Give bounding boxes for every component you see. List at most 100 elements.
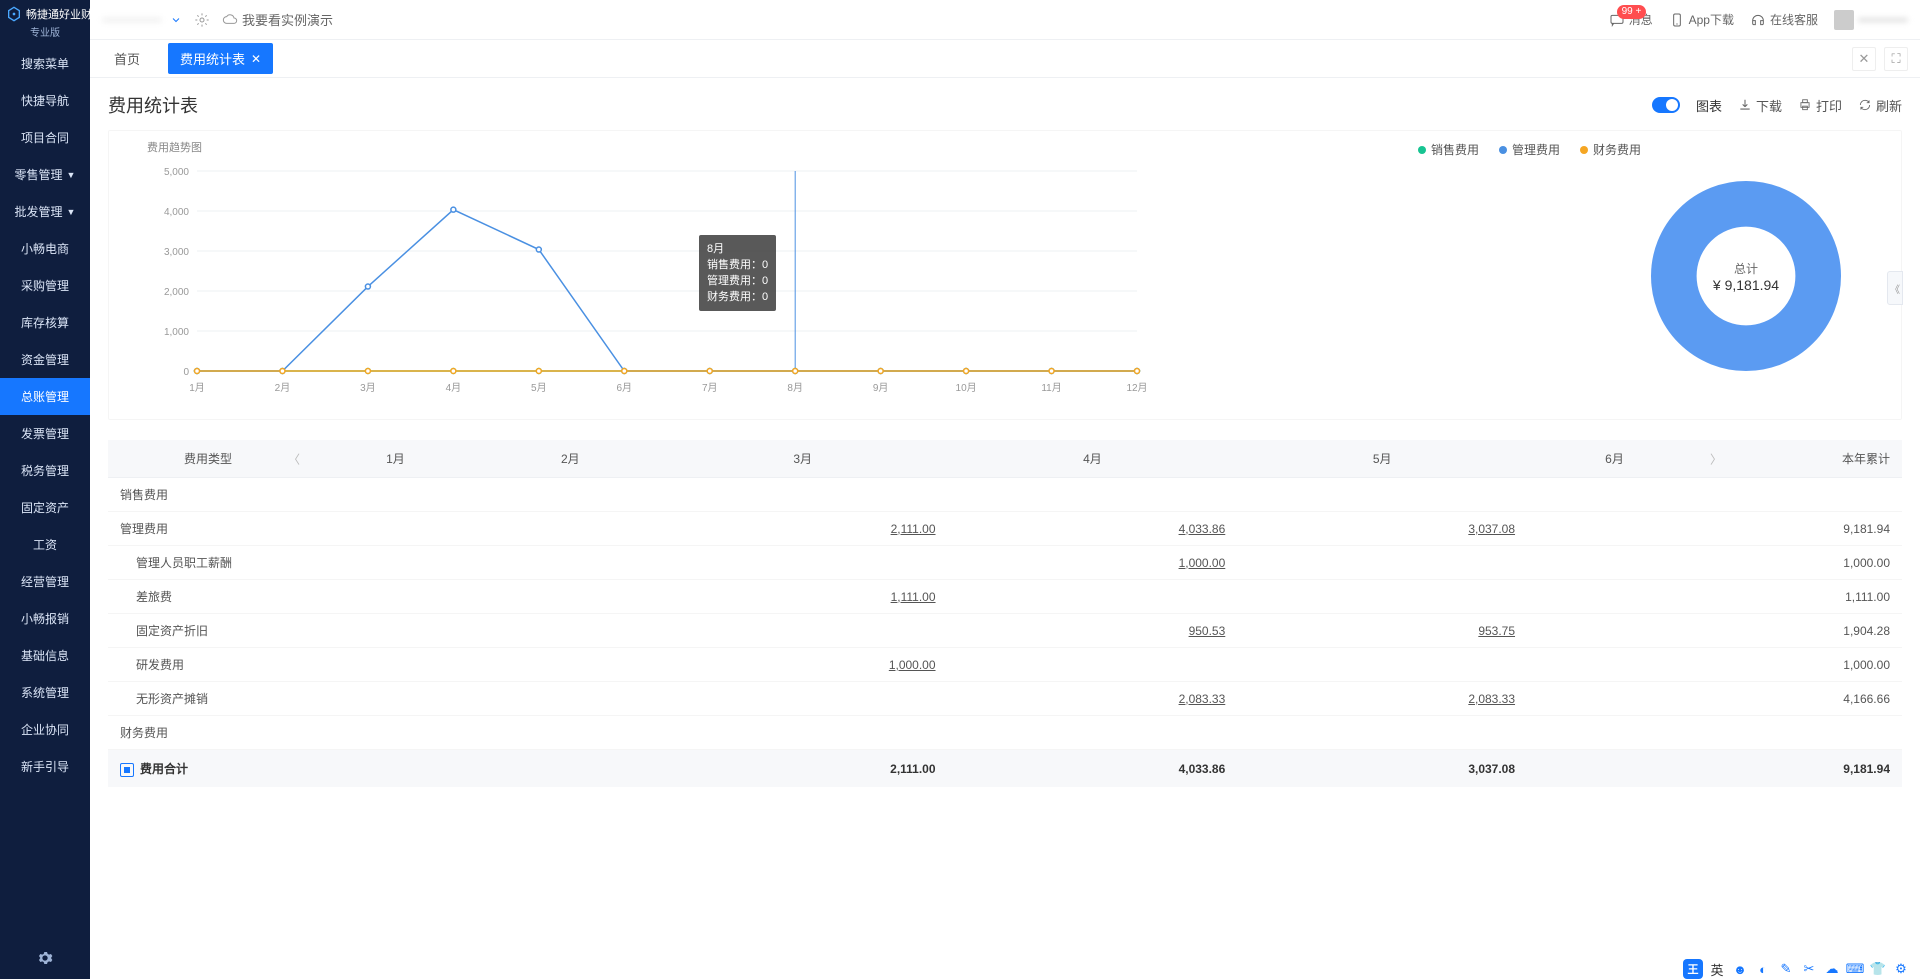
sidebar-item-库存核算[interactable]: 库存核算 (0, 304, 90, 341)
refresh-label: 刷新 (1876, 96, 1902, 115)
footer-cell (1527, 750, 1702, 788)
sidebar-item-搜索菜单[interactable]: 搜索菜单 (0, 45, 90, 82)
refresh-icon (1858, 98, 1872, 112)
sidebar-item-基础信息[interactable]: 基础信息 (0, 637, 90, 674)
cell[interactable]: 4,033.86 (948, 512, 1238, 546)
donut-chart: 总计 ¥ 9,181.94 (1651, 181, 1841, 371)
cell[interactable]: 1,111.00 (658, 580, 948, 614)
tray-cloud-icon[interactable]: ☁ (1823, 960, 1841, 978)
sidebar-item-经营管理[interactable]: 经营管理 (0, 563, 90, 600)
sidebar-item-资金管理[interactable]: 资金管理 (0, 341, 90, 378)
sidebar: 畅捷通好业财 专业版 搜索菜单快捷导航项目合同零售管理▼批发管理▼小畅电商采购管… (0, 0, 90, 979)
table-row: 财务费用 (108, 716, 1902, 750)
user-menu[interactable] (1834, 10, 1908, 30)
row-label: 差旅费 (108, 580, 308, 614)
gear-icon[interactable] (194, 12, 210, 28)
legend-item[interactable]: 财务费用 (1580, 141, 1641, 158)
ime-icon[interactable]: 王 (1683, 959, 1703, 979)
settings-button[interactable] (0, 940, 90, 979)
tray-scissors-icon[interactable]: ✂ (1800, 960, 1818, 978)
messages-button[interactable]: 99 + 消息 (1609, 11, 1653, 28)
tray-edit-icon[interactable]: ✎ (1777, 960, 1795, 978)
sidebar-item-小畅电商[interactable]: 小畅电商 (0, 230, 90, 267)
ime-lang-icon[interactable]: 英 (1708, 960, 1726, 978)
cell (658, 546, 948, 580)
cell (308, 614, 483, 648)
print-label: 打印 (1816, 96, 1842, 115)
tab-费用统计表[interactable]: 费用统计表✕ (168, 43, 273, 74)
scroll-left-button[interactable]: 〈 (288, 450, 300, 467)
donut-total-value: ¥ 9,181.94 (1713, 277, 1779, 293)
sidebar-item-发票管理[interactable]: 发票管理 (0, 415, 90, 452)
print-icon (1798, 98, 1812, 112)
app-download-button[interactable]: App下载 (1669, 11, 1734, 28)
cell[interactable]: 2,083.33 (948, 682, 1238, 716)
scroll-right-button[interactable]: 〉 (1710, 450, 1722, 467)
online-service-button[interactable]: 在线客服 (1750, 11, 1818, 28)
sidebar-item-小畅报销[interactable]: 小畅报销 (0, 600, 90, 637)
svg-text:2月: 2月 (275, 382, 291, 394)
cell[interactable]: 1,000.00 (658, 648, 948, 682)
cell (308, 478, 483, 512)
sidebar-item-批发管理[interactable]: 批发管理▼ (0, 193, 90, 230)
donut-total-label: 总计 (1713, 260, 1779, 277)
tray-keyboard-icon[interactable]: ⌨ (1846, 960, 1864, 978)
tray-clock-icon[interactable]: ◐ (1754, 960, 1772, 978)
tab-首页[interactable]: 首页 (102, 43, 152, 74)
sidebar-item-固定资产[interactable]: 固定资产 (0, 489, 90, 526)
table-row: 无形资产摊销2,083.332,083.334,166.66 (108, 682, 1902, 716)
close-icon[interactable]: ✕ (251, 52, 261, 66)
refresh-button[interactable]: 刷新 (1858, 96, 1902, 115)
fullscreen-button[interactable]: ⛶ (1884, 47, 1908, 71)
tray-smile-icon[interactable]: ☻ (1731, 960, 1749, 978)
sidebar-item-采购管理[interactable]: 采购管理 (0, 267, 90, 304)
legend-item[interactable]: 销售费用 (1418, 141, 1479, 158)
sidebar-item-企业协同[interactable]: 企业协同 (0, 711, 90, 748)
trend-chart-title: 费用趋势图 (147, 139, 202, 155)
sidebar-item-工资[interactable]: 工资 (0, 526, 90, 563)
download-button[interactable]: 下载 (1738, 96, 1782, 115)
cell[interactable]: 2,111.00 (658, 512, 948, 546)
cell (483, 682, 658, 716)
brand-name: 畅捷通好业财 (26, 6, 92, 22)
cell (658, 614, 948, 648)
sidebar-item-快捷导航[interactable]: 快捷导航 (0, 82, 90, 119)
cell[interactable]: 953.75 (1237, 614, 1527, 648)
legend-item[interactable]: 管理费用 (1499, 141, 1560, 158)
chart-toggle[interactable] (1652, 97, 1680, 113)
sidebar-item-税务管理[interactable]: 税务管理 (0, 452, 90, 489)
sidebar-item-零售管理[interactable]: 零售管理▼ (0, 156, 90, 193)
sidebar-item-总账管理[interactable]: 总账管理 (0, 378, 90, 415)
cell[interactable]: 1,000.00 (948, 546, 1238, 580)
row-label: 固定资产折旧 (108, 614, 308, 648)
row-total (1702, 716, 1902, 750)
collapse-year-rail-button[interactable]: 《 (1887, 271, 1903, 305)
print-button[interactable]: 打印 (1798, 96, 1842, 115)
chart-toggle-label: 图表 (1696, 96, 1722, 115)
sidebar-item-新手引导[interactable]: 新手引导 (0, 748, 90, 785)
mobile-icon (1669, 12, 1685, 28)
sidebar-item-系统管理[interactable]: 系统管理 (0, 674, 90, 711)
cell (1237, 478, 1527, 512)
svg-text:1月: 1月 (189, 382, 205, 394)
tray-shirt-icon[interactable]: 👕 (1869, 960, 1887, 978)
close-all-tabs-button[interactable]: ✕ (1852, 47, 1876, 71)
cell (308, 648, 483, 682)
svg-text:6月: 6月 (616, 382, 632, 394)
cell[interactable]: 2,083.33 (1237, 682, 1527, 716)
svg-text:8月: 8月 (787, 382, 803, 394)
row-label: 销售费用 (108, 478, 308, 512)
sidebar-item-项目合同[interactable]: 项目合同 (0, 119, 90, 156)
tray-settings-icon[interactable]: ⚙ (1892, 960, 1910, 978)
demo-link[interactable]: 我要看实例演示 (222, 10, 333, 29)
org-selector[interactable] (102, 14, 182, 26)
cell (1527, 682, 1702, 716)
cell (483, 614, 658, 648)
cell (308, 682, 483, 716)
svg-text:3月: 3月 (360, 382, 376, 394)
cell[interactable]: 3,037.08 (1237, 512, 1527, 546)
svg-text:2,000: 2,000 (164, 287, 189, 298)
row-total: 9,181.94 (1702, 512, 1902, 546)
cell[interactable]: 950.53 (948, 614, 1238, 648)
row-total: 1,000.00 (1702, 546, 1902, 580)
